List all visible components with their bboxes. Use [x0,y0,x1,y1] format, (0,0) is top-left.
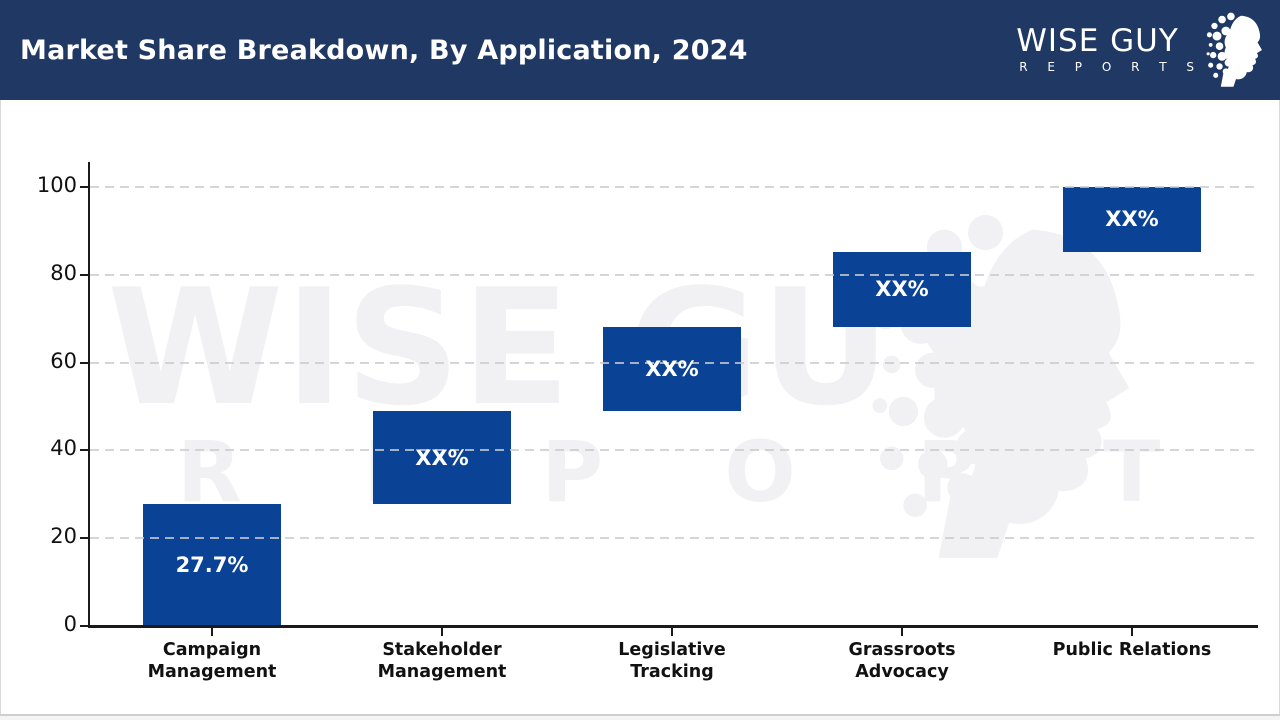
category-label: Campaign Management [147,640,277,682]
bar-segment [373,410,511,505]
x-tick-mark [671,628,673,636]
category-label: Public Relations [1052,640,1212,660]
y-tick-mark [80,361,88,364]
wise-guy-face-icon [1206,12,1262,87]
logo-reports-text: R E P O R T S [1019,60,1202,74]
x-tick-mark [1131,628,1133,636]
category-label: Stakeholder Management [377,640,507,682]
bar-segment [143,504,281,626]
chart-body: WISE GUY R E P O R T S 0 20 40 60 80 100 27.7%… [0,100,1280,716]
y-tick-mark [80,537,88,540]
logo-text: WISE GUY R E P O R T S [1016,23,1202,75]
y-tick-mark [80,449,88,452]
gridline [90,449,1257,452]
y-tick-label: 0 [63,612,77,636]
x-axis-line [88,625,1258,628]
header-bar: Market Share Breakdown, By Application, … [0,0,1280,100]
y-tick-label: 40 [50,436,77,461]
y-tick-mark [80,625,88,627]
y-tick-label: 20 [50,524,77,549]
category-label: Grassroots Advocacy [848,640,956,682]
bar-segment [833,251,971,327]
x-tick-mark [211,628,213,636]
y-tick-mark [80,186,88,188]
gridline [90,537,1257,540]
x-tick-mark [441,628,443,636]
gridline [90,273,1257,276]
category-label: Legislative Tracking [618,640,726,682]
y-tick-label: 100 [36,173,77,197]
page-title: Market Share Breakdown, By Application, … [20,34,748,66]
y-tick-label: 60 [50,348,77,373]
gridline [90,186,1257,188]
plot-area: 0 20 40 60 80 100 27.7% Campaign Management XX% S… [1,100,1279,716]
y-tick-label: 80 [50,260,77,285]
logo-wordmark: WISE GUY [1016,23,1179,59]
gridline [90,361,1257,364]
bottom-border-strip [0,714,1280,720]
y-tick-mark [80,273,88,276]
y-axis-line [88,162,90,628]
x-tick-mark [901,628,903,636]
bar-segment [603,326,741,411]
wise-guy-logo: WISE GUY R E P O R T S [1016,8,1268,92]
bar-segment [1063,187,1201,252]
